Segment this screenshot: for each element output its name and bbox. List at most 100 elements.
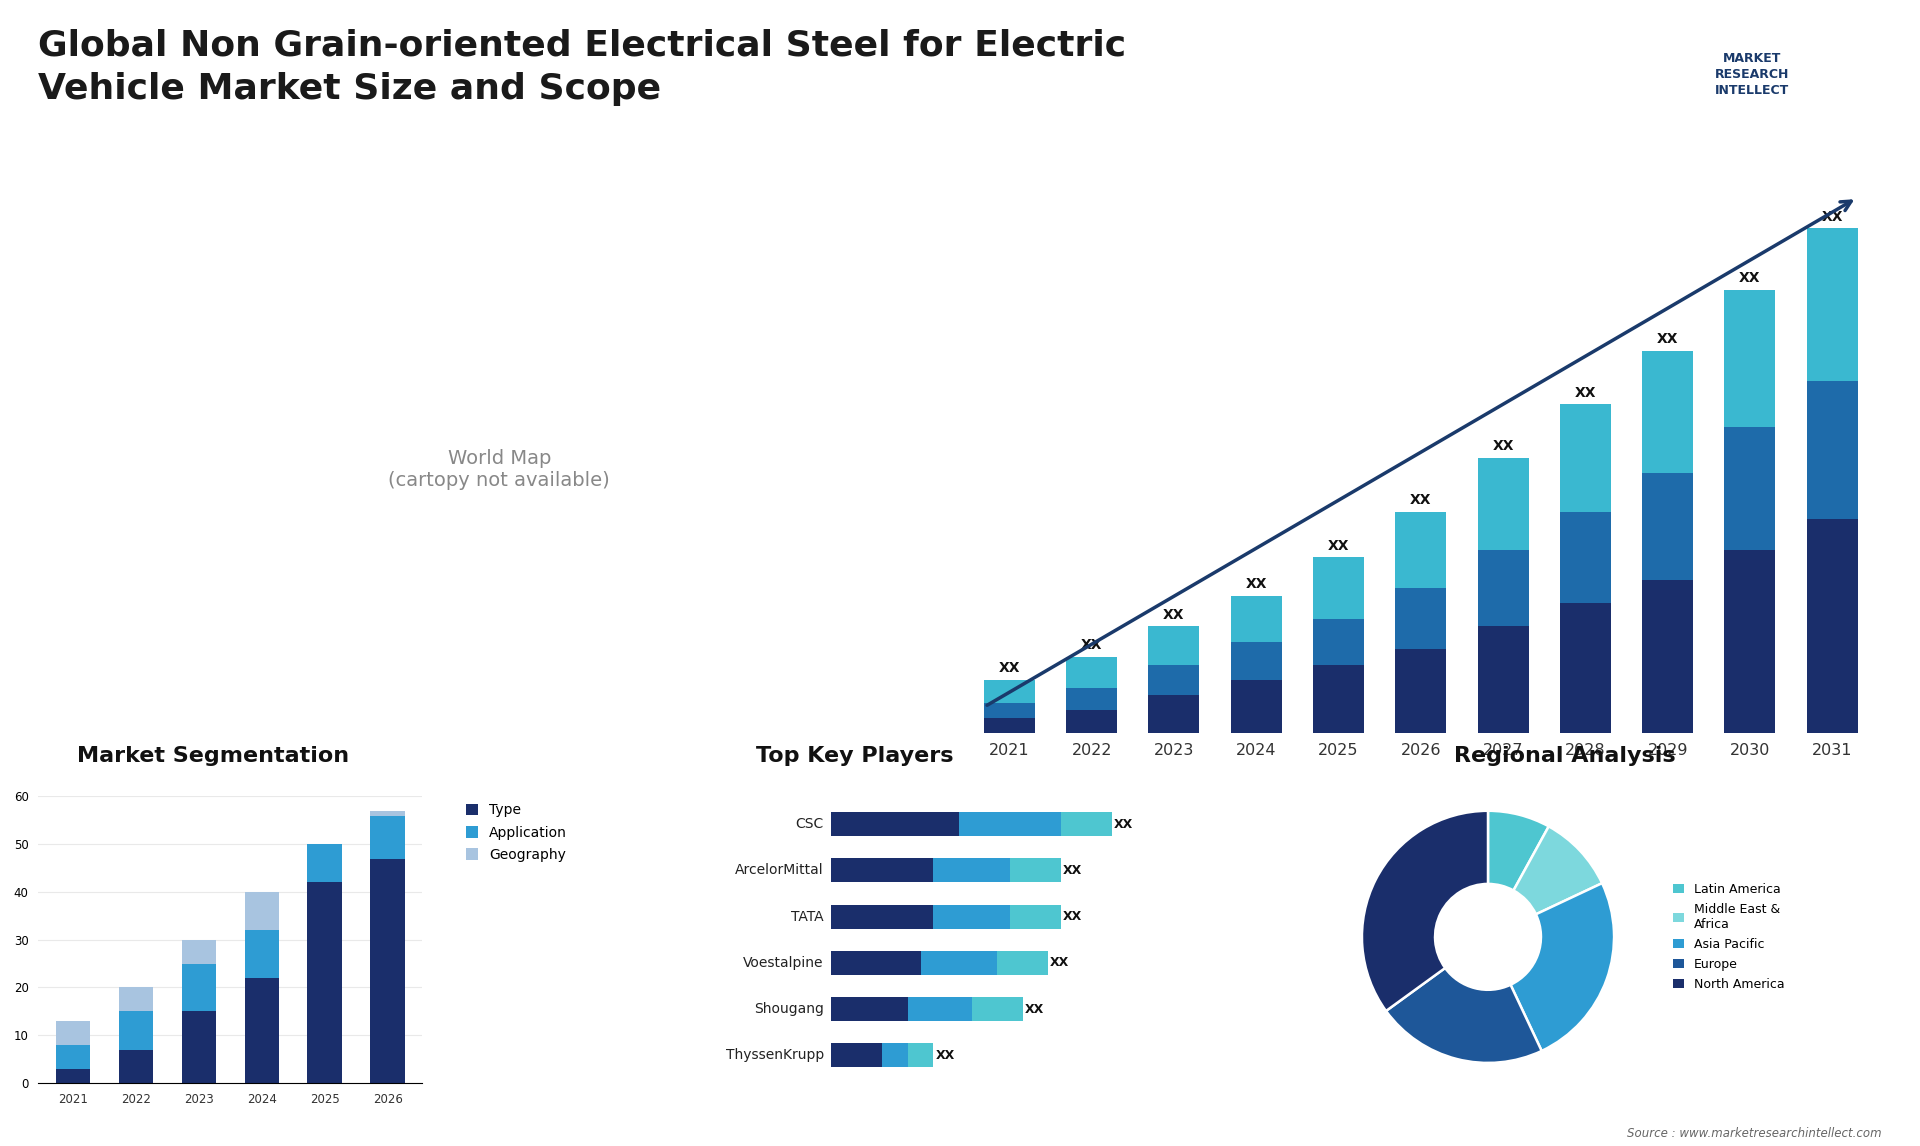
- Text: XX: XX: [1025, 1003, 1044, 1015]
- Bar: [831, 858, 933, 882]
- Bar: [1313, 665, 1363, 733]
- Text: Market Segmentation: Market Segmentation: [77, 746, 349, 766]
- Bar: [1066, 688, 1117, 711]
- Text: XX: XX: [1822, 210, 1843, 223]
- Bar: [1559, 405, 1611, 511]
- Bar: [182, 940, 217, 964]
- Bar: [1010, 858, 1062, 882]
- Bar: [371, 858, 405, 1083]
- Bar: [1313, 619, 1363, 665]
- Bar: [1148, 696, 1200, 733]
- Bar: [983, 702, 1035, 719]
- Bar: [1066, 711, 1117, 733]
- Text: XX: XX: [1114, 818, 1133, 831]
- Text: ThyssenKrupp: ThyssenKrupp: [726, 1049, 824, 1062]
- Bar: [1478, 627, 1528, 733]
- Wedge shape: [1361, 811, 1488, 1011]
- Bar: [958, 813, 1062, 837]
- Bar: [56, 1021, 90, 1045]
- Bar: [933, 858, 1010, 882]
- Text: XX: XX: [1329, 539, 1350, 552]
- Bar: [1724, 427, 1776, 550]
- Bar: [922, 951, 996, 975]
- Text: Source : www.marketresearchintellect.com: Source : www.marketresearchintellect.com: [1626, 1128, 1882, 1140]
- Bar: [1807, 382, 1859, 519]
- Bar: [1559, 603, 1611, 733]
- Bar: [244, 892, 278, 931]
- Bar: [1231, 680, 1283, 733]
- Text: Voestalpine: Voestalpine: [743, 956, 824, 970]
- Text: XX: XX: [1740, 272, 1761, 285]
- Bar: [831, 904, 933, 928]
- Wedge shape: [1513, 826, 1601, 915]
- Text: MARKET
RESEARCH
INTELLECT: MARKET RESEARCH INTELLECT: [1715, 52, 1789, 97]
- Text: Top Key Players: Top Key Players: [756, 746, 952, 766]
- Bar: [1642, 473, 1693, 580]
- Bar: [1396, 511, 1446, 588]
- Bar: [1724, 290, 1776, 427]
- Text: XX: XX: [1574, 386, 1596, 400]
- Text: Global Non Grain-oriented Electrical Steel for Electric
Vehicle Market Size and : Global Non Grain-oriented Electrical Ste…: [38, 29, 1127, 107]
- Text: Regional Analysis: Regional Analysis: [1453, 746, 1676, 766]
- Wedge shape: [1488, 811, 1549, 890]
- Bar: [1807, 228, 1859, 382]
- Bar: [1010, 904, 1062, 928]
- Text: XX: XX: [1164, 607, 1185, 622]
- Bar: [1807, 519, 1859, 733]
- Bar: [307, 845, 342, 882]
- Bar: [371, 811, 405, 816]
- Bar: [972, 997, 1023, 1021]
- Bar: [996, 951, 1048, 975]
- Bar: [1062, 813, 1112, 837]
- Text: XX: XX: [1081, 638, 1102, 652]
- Bar: [1559, 511, 1611, 603]
- Text: XX: XX: [1657, 332, 1678, 346]
- Bar: [1642, 351, 1693, 473]
- Text: XX: XX: [1492, 439, 1513, 454]
- Wedge shape: [1386, 968, 1542, 1062]
- Text: XX: XX: [1409, 493, 1432, 507]
- Bar: [1231, 596, 1283, 642]
- Text: ArcelorMittal: ArcelorMittal: [735, 863, 824, 878]
- Bar: [1148, 665, 1200, 696]
- Legend: Latin America, Middle East &
Africa, Asia Pacific, Europe, North America: Latin America, Middle East & Africa, Asi…: [1668, 878, 1789, 996]
- Bar: [983, 680, 1035, 702]
- Text: XX: XX: [935, 1049, 954, 1061]
- Bar: [1396, 588, 1446, 650]
- Bar: [119, 1011, 154, 1050]
- Bar: [307, 882, 342, 1083]
- Bar: [182, 964, 217, 1011]
- Bar: [56, 1068, 90, 1083]
- Legend: Type, Application, Geography: Type, Application, Geography: [461, 798, 572, 868]
- Text: XX: XX: [998, 661, 1020, 675]
- Bar: [831, 1043, 883, 1067]
- Bar: [908, 997, 972, 1021]
- Bar: [119, 1050, 154, 1083]
- Bar: [1313, 557, 1363, 619]
- Bar: [182, 1011, 217, 1083]
- Bar: [119, 988, 154, 1011]
- Bar: [1231, 642, 1283, 680]
- Bar: [883, 1043, 908, 1067]
- Wedge shape: [1511, 884, 1615, 1051]
- Text: XX: XX: [1050, 956, 1069, 970]
- Bar: [244, 978, 278, 1083]
- Text: CSC: CSC: [795, 817, 824, 831]
- Bar: [831, 813, 958, 837]
- Bar: [831, 951, 922, 975]
- Text: Shougang: Shougang: [755, 1002, 824, 1017]
- Bar: [1724, 550, 1776, 733]
- Text: XX: XX: [1246, 578, 1267, 591]
- Bar: [371, 816, 405, 858]
- Bar: [1478, 458, 1528, 550]
- Bar: [1478, 550, 1528, 627]
- Bar: [831, 997, 908, 1021]
- Bar: [933, 904, 1010, 928]
- Bar: [908, 1043, 933, 1067]
- Bar: [1642, 580, 1693, 733]
- Bar: [1396, 650, 1446, 733]
- Bar: [244, 931, 278, 978]
- Bar: [1148, 627, 1200, 665]
- Text: World Map
(cartopy not available): World Map (cartopy not available): [388, 449, 611, 490]
- Bar: [1066, 657, 1117, 688]
